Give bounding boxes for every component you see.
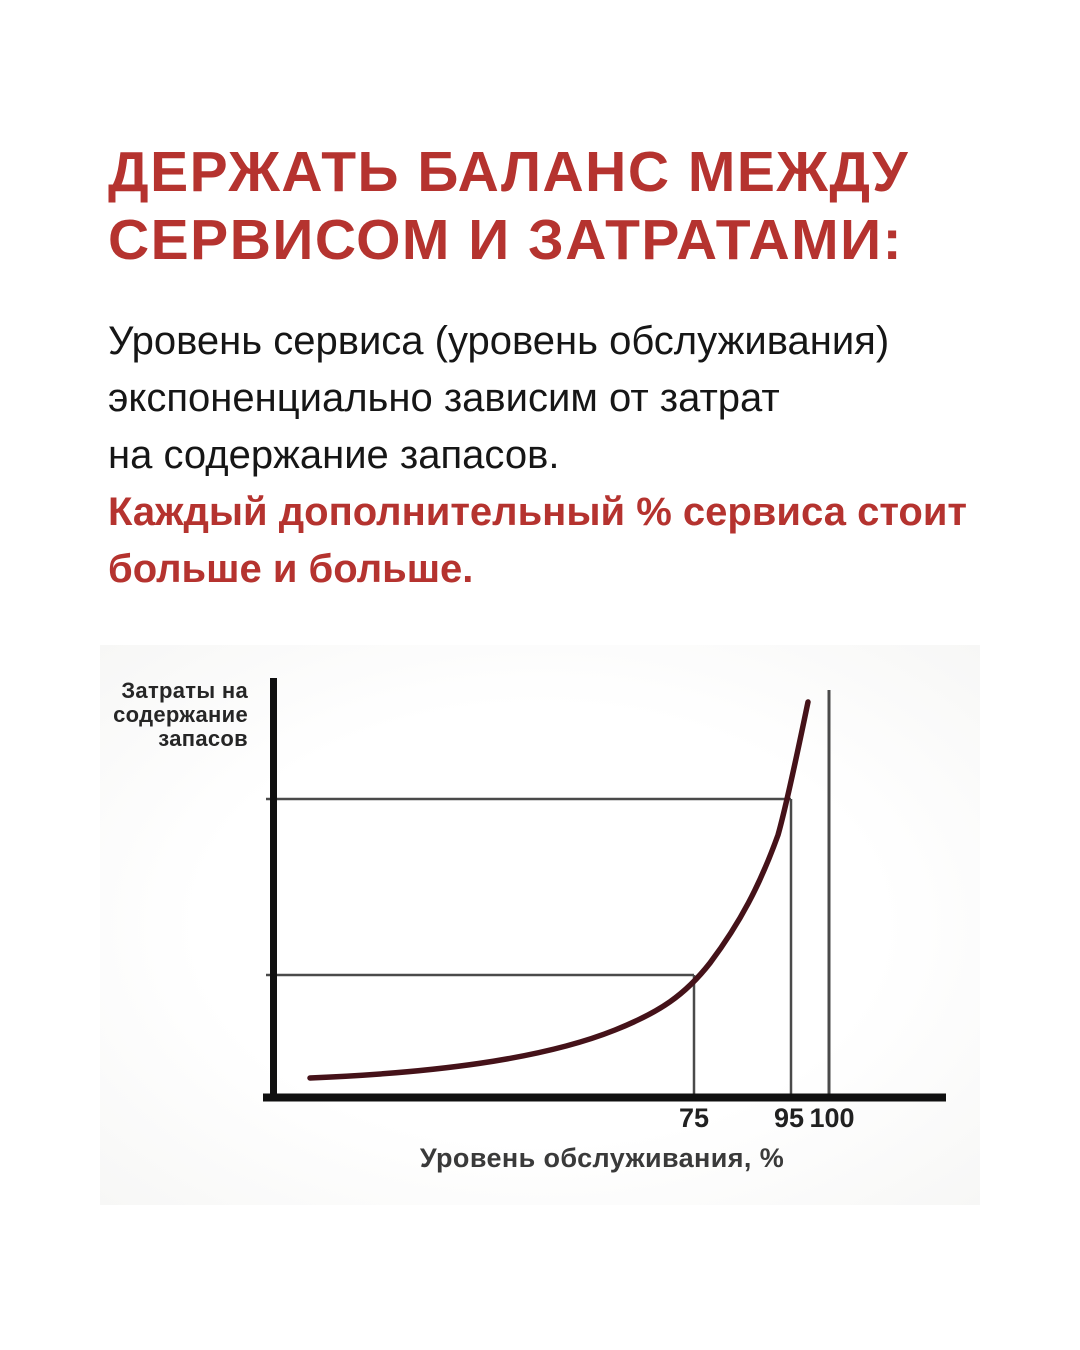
page-title: ДЕРЖАТЬ БАЛАНС МЕЖДУ СЕРВИСОМ И ЗАТРАТАМ…	[108, 138, 909, 274]
x-axis-label: Уровень обслуживания, %	[419, 1143, 785, 1173]
y-axis-label: Затраты на содержание запасов	[100, 679, 248, 751]
highlight-text-line: больше и больше.	[108, 547, 474, 591]
y-axis-label-line: содержание	[113, 702, 248, 727]
y-axis-label-line: Затраты на	[121, 678, 248, 703]
cost-curve-path	[307, 699, 811, 1081]
body-text-line: на содержание запасов.	[108, 433, 560, 477]
body-text-line: экспоненциально зависим от затрат	[108, 376, 780, 420]
y-axis-label-line: запасов	[158, 726, 248, 751]
body-text-line: Уровень сервиса (уровень обслуживания)	[108, 319, 890, 363]
body-paragraph: Уровень сервиса (уровень обслуживания) э…	[108, 313, 967, 598]
highlight-text-line: Каждый дополнительный % сервиса стоит	[108, 490, 968, 534]
x-tick-label-75: 75	[678, 1103, 710, 1133]
chart-canvas	[263, 678, 946, 1102]
page-title-line2: СЕРВИСОМ И ЗАТРАТАМИ:	[108, 208, 904, 272]
x-tick-label-100: 100	[809, 1103, 855, 1133]
page-title-line1: ДЕРЖАТЬ БАЛАНС МЕЖДУ	[108, 140, 910, 204]
x-tick-label-95: 95	[773, 1103, 805, 1133]
cost-vs-service-level-chart: Затраты на содержание запасов 75 95 100 …	[100, 645, 980, 1205]
